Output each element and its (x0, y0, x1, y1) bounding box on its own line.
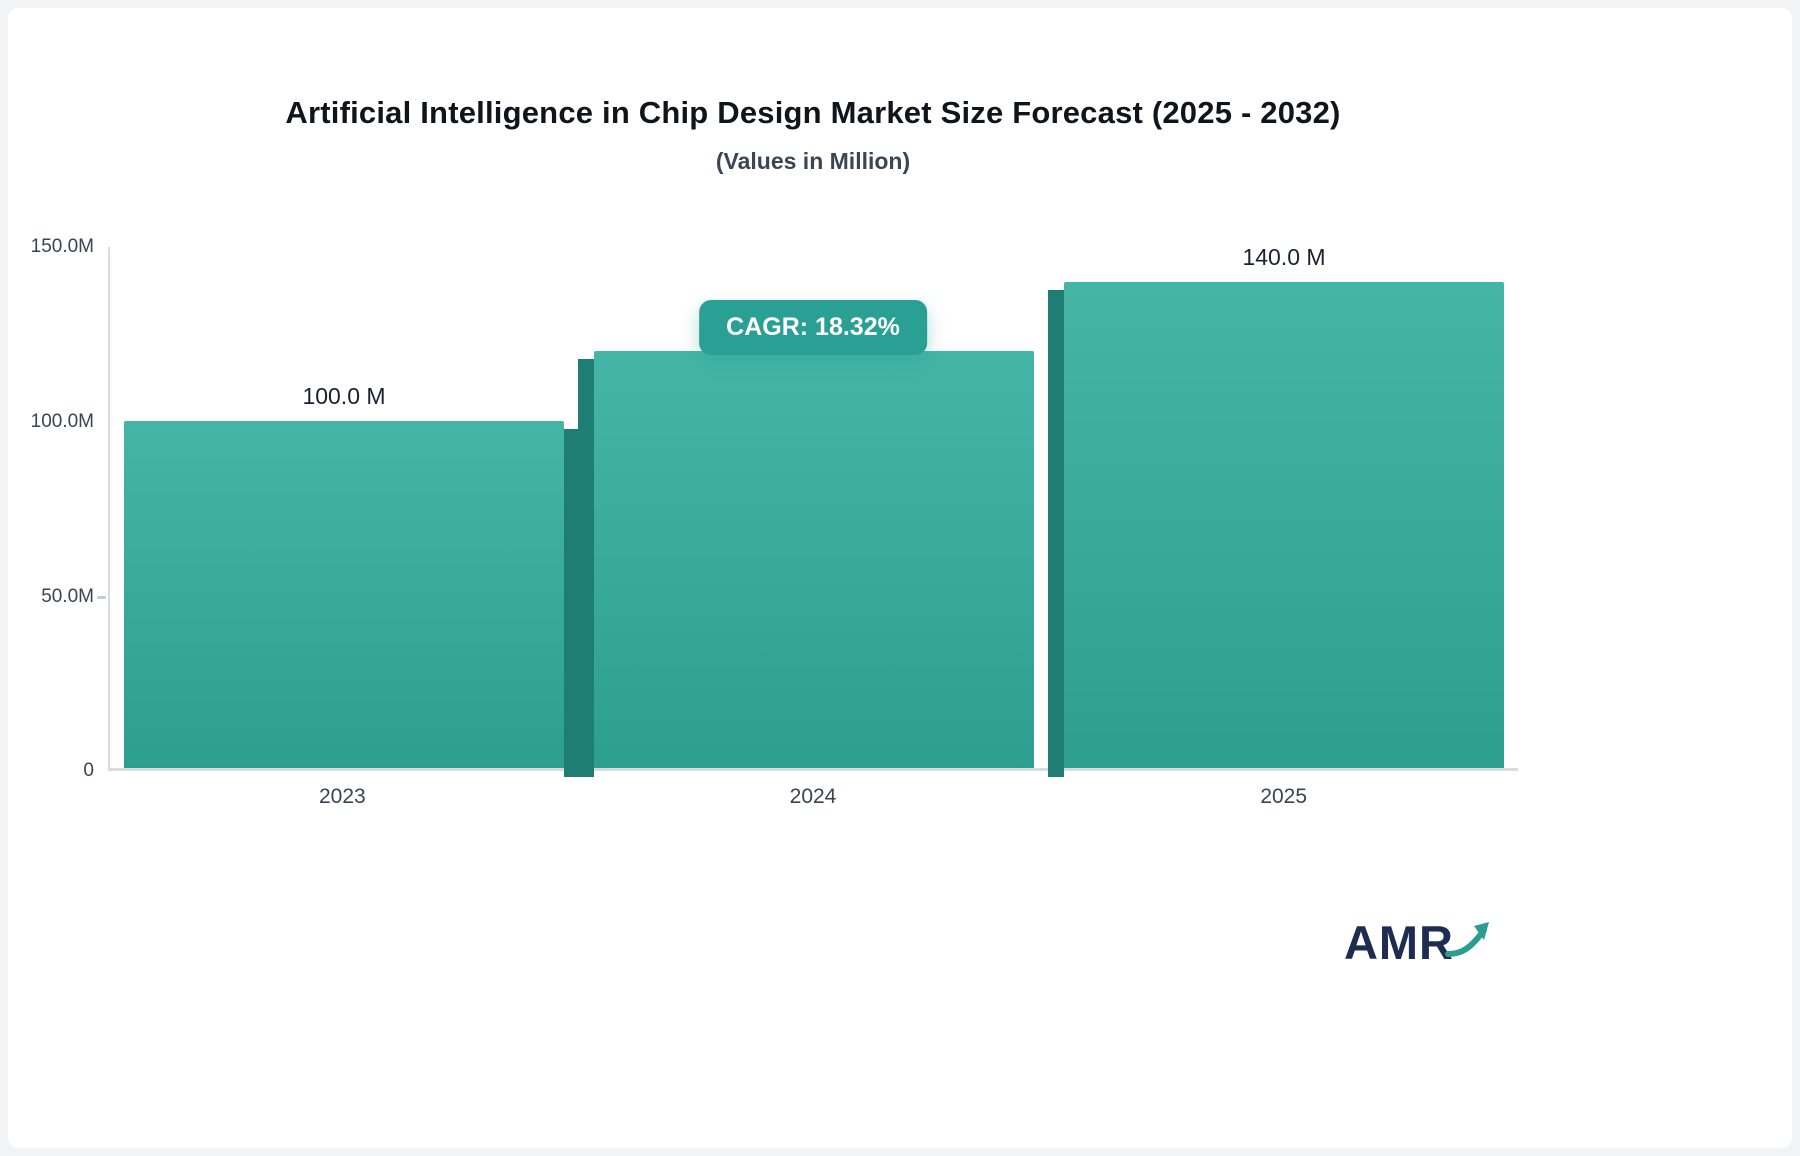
bar-2023: 100.0 M (124, 383, 580, 778)
bar-face (594, 351, 1034, 769)
bar-value-label: 100.0 M (302, 382, 386, 409)
chart-card: Artificial Intelligence in Chip Design M… (8, 8, 1792, 1148)
chart-subtitle: (Values in Million) (715, 148, 911, 175)
y-tick-label: 100.0M (30, 410, 94, 432)
bar-slot: 140.0 M (1048, 244, 1504, 778)
chart-area: 150.0M 100.0M 50.0M 0 100.0 M 120.0 M 140.0 M (28, 236, 1518, 781)
cagr-badge: CAGR: 18.32% (699, 300, 927, 355)
x-axis-label: 2024 (789, 785, 837, 809)
bar-value-label: 140.0 M (1242, 243, 1326, 270)
bar-slot: 120.0 M (578, 247, 1034, 778)
y-tick-label: 0 (83, 760, 94, 782)
bar-face (124, 420, 564, 769)
bar-2025: 140.0 M (1048, 244, 1504, 778)
x-axis-label: 2025 (1260, 785, 1308, 809)
y-axis: 150.0M 100.0M 50.0M 0 (28, 236, 108, 781)
chart-content: Artificial Intelligence in Chip Design M… (8, 94, 1618, 809)
y-tick-label: 50.0M (41, 585, 94, 607)
growth-arrow-icon (1444, 917, 1492, 970)
bar-3d-edge (564, 428, 580, 778)
chart-title: Artificial Intelligence in Chip Design M… (285, 95, 1341, 130)
bar-3d-edge (578, 359, 594, 778)
bar-face (1064, 281, 1504, 769)
y-tick-label: 150.0M (30, 236, 94, 258)
amr-logo-text: AMR (1343, 916, 1454, 969)
amr-logo: AMR (1344, 915, 1492, 970)
bar-2024: 120.0 M (578, 313, 1034, 778)
bar-slot: 100.0 M (124, 247, 580, 778)
bars: 100.0 M 120.0 M 140.0 M (110, 244, 1518, 778)
x-axis-labels: 2023 2024 2025 (108, 785, 1518, 809)
bar-3d-edge (1048, 289, 1064, 778)
y-tick-mark (97, 595, 106, 599)
plot-area: 100.0 M 120.0 M 140.0 M (108, 244, 1518, 778)
x-axis-label: 2023 (318, 785, 366, 809)
